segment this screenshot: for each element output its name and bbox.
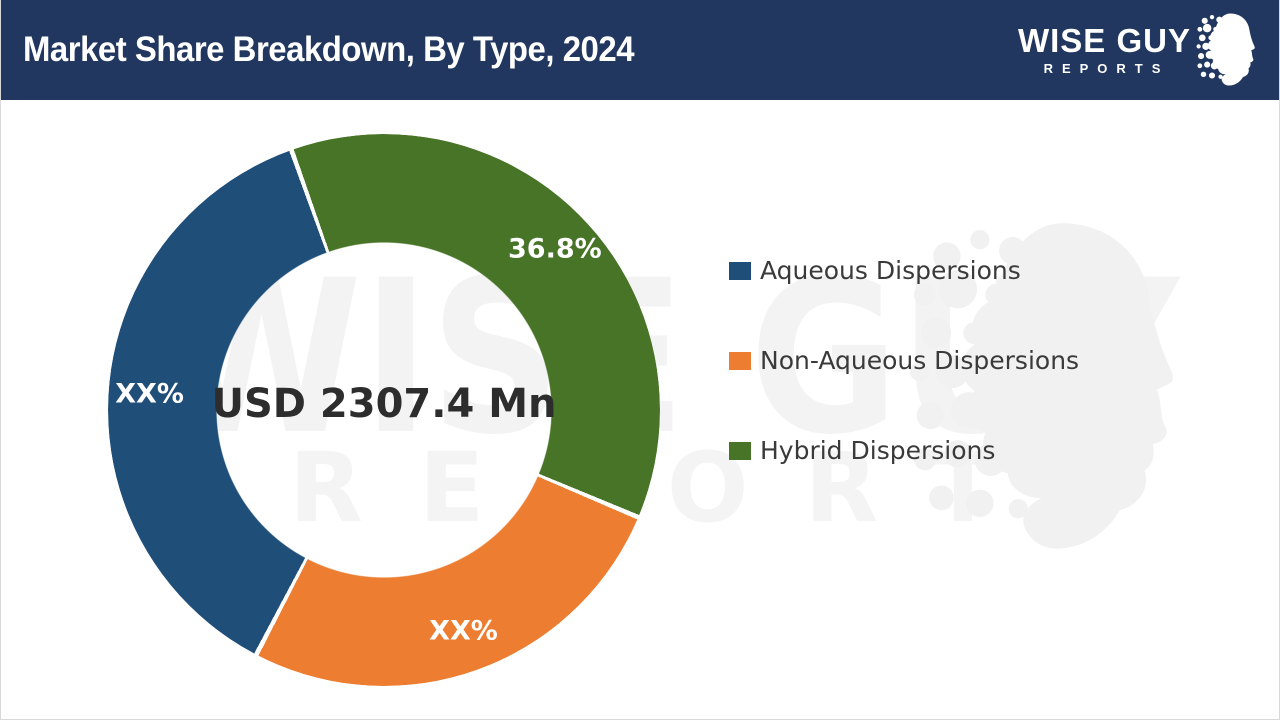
page-title: Market Share Breakdown, By Type, 2024 [23,30,635,69]
legend-item-hybrid-dispersions: Hybrid Dispersions [729,436,1079,465]
legend-swatch-aqueous [729,261,751,280]
legend-label: Aqueous Dispersions [760,256,1021,285]
legend-item-non-aqueous-dispersions: Non-Aqueous Dispersions [729,346,1079,375]
legend: Aqueous Dispersions Non-Aqueous Dispersi… [729,256,1079,465]
logo-wordmark: WISE GUY [1017,22,1191,59]
legend-label: Non-Aqueous Dispersions [760,346,1080,375]
wise-guy-reports-logo: WISE GUY REPORTS [1018,11,1257,89]
legend-label: Hybrid Dispersions [760,436,996,465]
donut-center-value: USD 2307.4 Mn [211,381,557,427]
legend-swatch-hybrid [729,441,751,460]
logo-face-profile-icon [1196,13,1255,86]
legend-swatch-non-aqueous [729,351,751,370]
logo-subtitle: REPORTS [1043,61,1170,76]
header-bar: Market Share Breakdown, By Type, 2024 WI… [1,0,1279,100]
donut-chart [108,134,660,686]
legend-item-aqueous-dispersions: Aqueous Dispersions [729,256,1079,285]
